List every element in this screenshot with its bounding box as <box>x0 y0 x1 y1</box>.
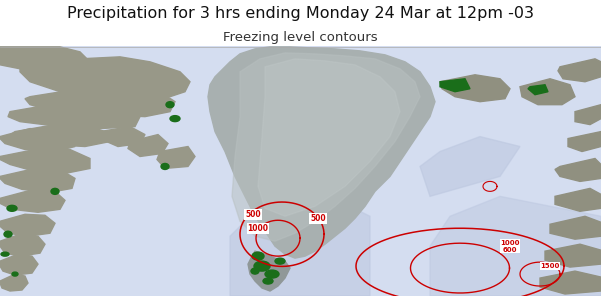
Ellipse shape <box>166 102 174 108</box>
Text: 1000
600: 1000 600 <box>500 240 520 253</box>
Polygon shape <box>540 271 601 294</box>
Polygon shape <box>0 234 45 256</box>
Polygon shape <box>248 251 290 291</box>
Polygon shape <box>232 53 420 241</box>
Polygon shape <box>575 105 601 125</box>
Polygon shape <box>558 59 601 82</box>
Polygon shape <box>208 47 435 258</box>
Polygon shape <box>555 158 601 181</box>
Ellipse shape <box>252 252 264 260</box>
Polygon shape <box>128 135 168 157</box>
Polygon shape <box>420 136 520 196</box>
Polygon shape <box>20 57 190 97</box>
Polygon shape <box>520 79 575 105</box>
Ellipse shape <box>7 205 17 211</box>
Polygon shape <box>0 254 38 275</box>
Polygon shape <box>0 190 65 212</box>
Text: Precipitation for 3 hrs ending Monday 24 Mar at 12pm -03: Precipitation for 3 hrs ending Monday 24… <box>67 6 534 21</box>
Polygon shape <box>440 79 470 92</box>
Polygon shape <box>12 125 110 147</box>
Polygon shape <box>230 196 370 296</box>
Ellipse shape <box>51 188 59 194</box>
Text: 1500: 1500 <box>540 263 560 269</box>
Ellipse shape <box>1 252 9 256</box>
Polygon shape <box>0 274 28 291</box>
Polygon shape <box>555 188 601 211</box>
Polygon shape <box>0 168 75 192</box>
Polygon shape <box>545 244 601 267</box>
Polygon shape <box>25 87 175 117</box>
Ellipse shape <box>275 258 285 264</box>
Polygon shape <box>550 216 601 239</box>
Ellipse shape <box>161 163 169 169</box>
Polygon shape <box>0 214 55 236</box>
Ellipse shape <box>251 268 259 274</box>
Text: 500: 500 <box>245 210 261 219</box>
Text: 500: 500 <box>310 214 326 223</box>
Polygon shape <box>8 105 140 128</box>
Polygon shape <box>0 128 75 152</box>
Ellipse shape <box>254 261 270 271</box>
Ellipse shape <box>265 270 279 278</box>
Polygon shape <box>440 75 510 102</box>
Polygon shape <box>258 59 400 216</box>
Polygon shape <box>0 149 90 173</box>
Text: 1000: 1000 <box>248 224 269 233</box>
Text: Freezing level contours: Freezing level contours <box>223 31 378 44</box>
Ellipse shape <box>263 278 273 284</box>
Polygon shape <box>568 132 601 152</box>
Polygon shape <box>528 85 548 95</box>
Ellipse shape <box>12 272 18 276</box>
Polygon shape <box>157 147 195 168</box>
Ellipse shape <box>170 116 180 122</box>
Polygon shape <box>430 196 601 296</box>
Polygon shape <box>100 127 145 147</box>
Polygon shape <box>0 47 90 71</box>
Ellipse shape <box>4 231 12 237</box>
